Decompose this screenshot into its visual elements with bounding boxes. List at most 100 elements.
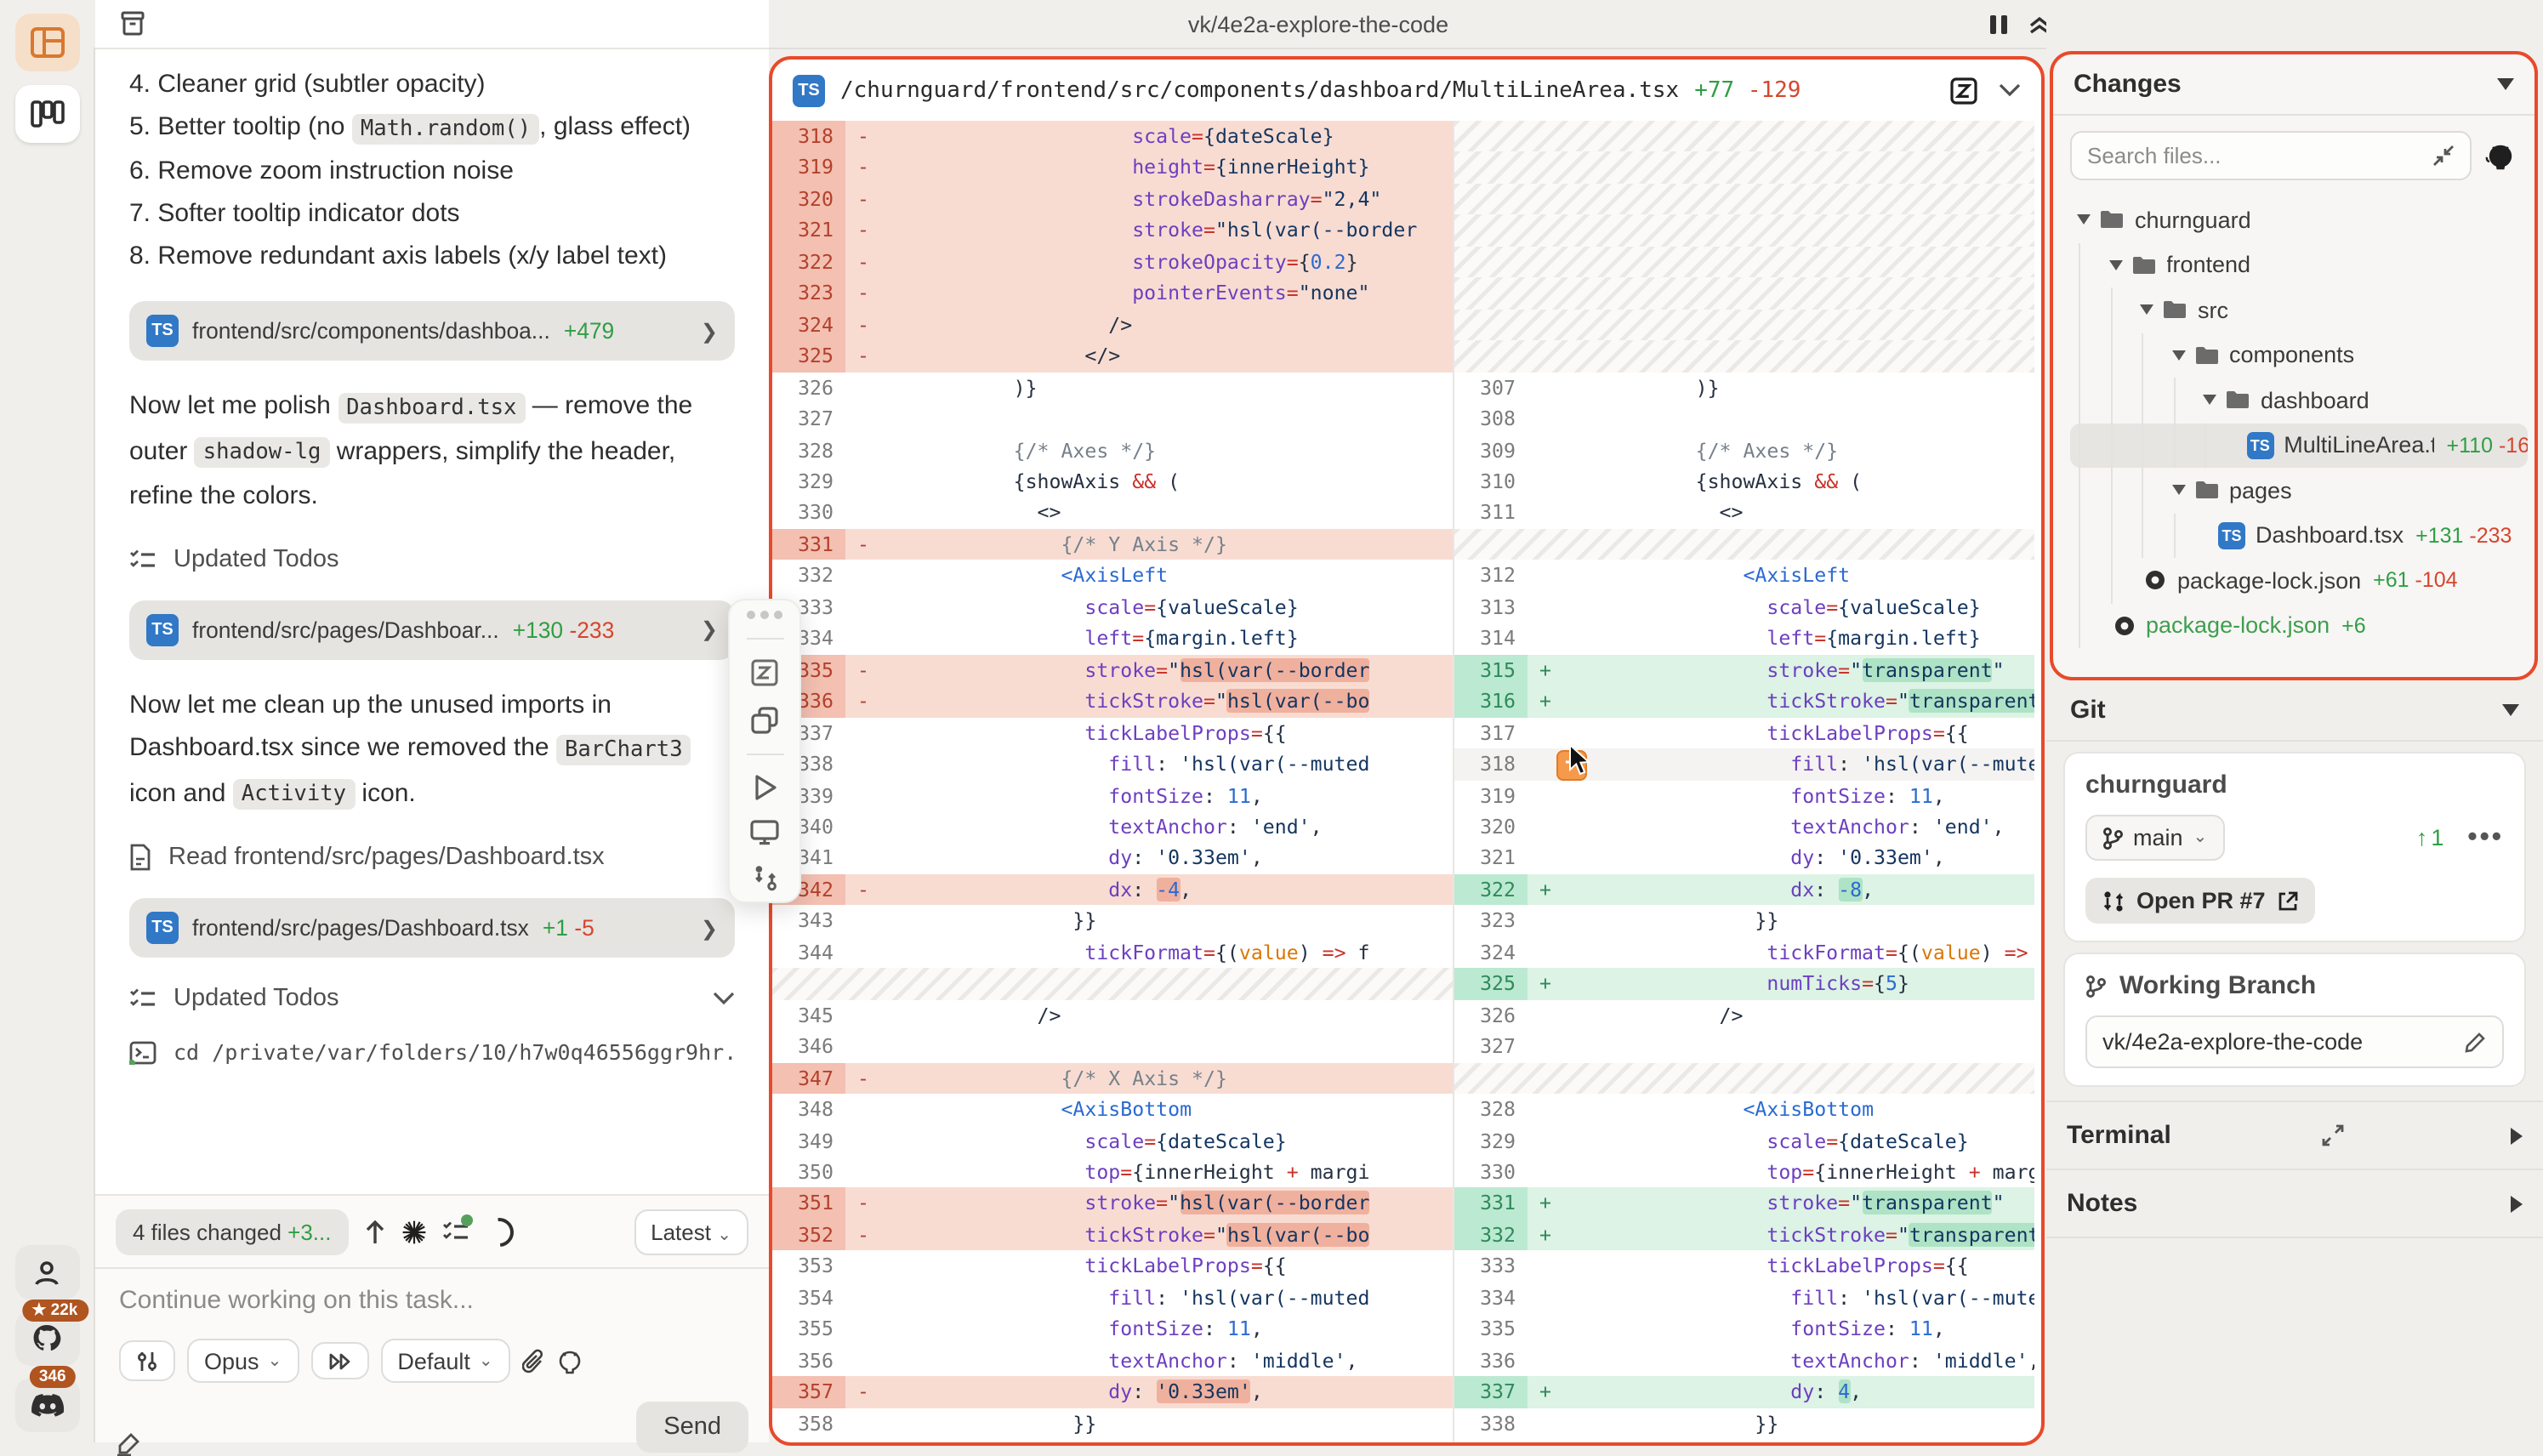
files-changed-chip[interactable]: 4 files changed +3...: [116, 1209, 349, 1254]
caret-down-icon[interactable]: [2171, 350, 2185, 361]
diff-new-line: [1454, 278, 2034, 310]
tool-call-row[interactable]: Read frontend/src/pages/Dashboard.tsx: [129, 844, 735, 871]
rail-item-account[interactable]: [14, 1245, 79, 1300]
chat-transcript[interactable]: 4. Cleaner grid (subtler opacity)5. Bett…: [95, 49, 769, 1196]
pause-icon[interactable]: [1988, 13, 2009, 35]
tree-item-frontend[interactable]: frontend: [2070, 242, 2528, 287]
tree-item-src[interactable]: src: [2070, 287, 2528, 333]
file-search-input[interactable]: Search files...: [2070, 131, 2472, 180]
diff-file-path: /churnguard/frontend/src/components/dash…: [840, 77, 1679, 103]
tree-item-dashboard-tsx[interactable]: TSDashboard.tsx+131 -233: [2070, 513, 2528, 558]
line-number: 311: [1454, 498, 1528, 529]
github-cat-icon[interactable]: [2485, 141, 2517, 170]
changes-header[interactable]: Changes: [2053, 54, 2534, 114]
branch-selector[interactable]: main ⌄: [2085, 815, 2224, 861]
file-name: churnguard: [2135, 208, 2251, 233]
working-branch-input[interactable]: vk/4e2a-explore-the-code: [2085, 1015, 2504, 1068]
burst-icon[interactable]: [401, 1219, 427, 1244]
file-change-chip[interactable]: TSfrontend/src/pages/Dashboar...+130 -23…: [129, 600, 735, 659]
caret-down-icon[interactable]: [2108, 260, 2122, 270]
search-placeholder: Search files...: [2087, 143, 2432, 168]
tool-call-row[interactable]: Updated Todos: [129, 545, 735, 572]
change-marker: -: [845, 121, 895, 152]
tree-item-components[interactable]: components: [2070, 333, 2528, 378]
rail-item-layout-active[interactable]: [14, 14, 79, 71]
caret-down-icon[interactable]: [2171, 486, 2185, 496]
diff-new-line: 315+ stroke="transparent": [1454, 654, 2034, 685]
caret-down-icon[interactable]: [2140, 305, 2153, 316]
code-text: left={margin.left}: [1577, 623, 2034, 655]
line-number: 335: [1454, 1313, 1528, 1345]
mode-selector[interactable]: Default ⌄: [380, 1339, 509, 1383]
code-text: tickLabelProps={{: [895, 717, 1453, 748]
terminal-section-header[interactable]: Terminal: [2046, 1101, 2543, 1169]
diff-old-line: 340 textAnchor: 'end',: [772, 811, 1454, 843]
todo-status-icon[interactable]: [442, 1220, 469, 1243]
code-text: textAnchor: 'end',: [895, 811, 1453, 843]
tree-item-dashboard[interactable]: dashboard: [2070, 378, 2528, 423]
play-icon[interactable]: [751, 774, 778, 801]
code-text: )}: [895, 372, 1453, 403]
caret-down-icon[interactable]: [2077, 215, 2091, 225]
file-change-chip[interactable]: TSfrontend/src/components/dashboa...+479…: [129, 301, 735, 361]
line-number: 352: [772, 1220, 845, 1251]
line-number: 347: [772, 1062, 845, 1094]
github-stars-badge: ★ 22k: [21, 1300, 88, 1322]
edit-pencil-icon[interactable]: [2463, 1030, 2487, 1054]
diff-mode-icon[interactable]: [1949, 76, 1978, 105]
collapse-tree-icon[interactable]: [2432, 145, 2455, 167]
code-text: [1577, 403, 2034, 435]
tree-item-package-lock-json[interactable]: package-lock.json+6: [2070, 603, 2528, 648]
expand-icon[interactable]: [2321, 1124, 2343, 1146]
diff-old-line: 328 {/* Axes */}: [772, 435, 1454, 466]
version-dropdown[interactable]: Latest ⌄: [634, 1209, 748, 1254]
scroll-up-icon[interactable]: [364, 1219, 386, 1244]
line-number: 349: [772, 1125, 845, 1157]
json-file-icon: [2112, 614, 2146, 638]
diff-new-line: 339 tickFormat={(value) => f: [1454, 1439, 2034, 1446]
inline-code-chip: BarChart3: [556, 734, 691, 765]
composer-settings-button[interactable]: [119, 1340, 175, 1381]
monitor-icon[interactable]: [750, 820, 779, 845]
git-section-header[interactable]: Git: [2046, 680, 2543, 740]
tool-call-row[interactable]: cd /private/var/folders/10/h7w0q46556ggr…: [129, 1039, 735, 1065]
tree-item-churnguard[interactable]: churnguard: [2070, 197, 2528, 242]
chevron-down-icon[interactable]: [713, 992, 735, 1005]
chevron-down-icon[interactable]: [1999, 83, 2021, 97]
copy-icon[interactable]: [750, 706, 779, 735]
rail-item-discord[interactable]: 346: [14, 1378, 79, 1432]
commits-ahead[interactable]: ↑1: [2416, 825, 2444, 850]
send-button[interactable]: Send: [636, 1402, 748, 1453]
git-compare-icon[interactable]: [753, 864, 777, 891]
notes-section-header[interactable]: Notes: [2046, 1169, 2543, 1237]
changed-files-tree[interactable]: churnguard frontendsrccomponentsdashboard…: [2053, 187, 2534, 648]
attach-paperclip-icon[interactable]: [522, 1348, 544, 1374]
tool-call-row[interactable]: Updated Todos: [129, 985, 735, 1012]
diff-split-view[interactable]: 318- scale={dateScale}319- height={inner…: [772, 121, 2041, 1442]
model-selector[interactable]: Opus ⌄: [187, 1339, 299, 1383]
tree-item-pages[interactable]: pages: [2070, 468, 2528, 513]
code-text: dx: -4,: [895, 874, 1453, 906]
github-connect-icon[interactable]: [556, 1348, 583, 1374]
chevron-right-icon[interactable]: ❯: [701, 319, 718, 343]
fast-forward-button[interactable]: [310, 1342, 368, 1379]
drag-handle-icon[interactable]: [747, 611, 782, 619]
file-change-chip[interactable]: TSfrontend/src/pages/Dashboard.tsx+1 -5❯: [129, 898, 735, 958]
diff-row: 325- </>: [772, 340, 2041, 372]
tree-item-multilinearea-tsx[interactable]: TSMultiLineArea.tsx+110 -162: [2070, 423, 2528, 468]
chevron-right-icon[interactable]: ❯: [701, 617, 718, 641]
rail-item-github[interactable]: ★ 22k: [14, 1311, 79, 1366]
open-pr-button[interactable]: Open PR #7: [2085, 878, 2315, 924]
chevron-right-icon[interactable]: ❯: [701, 916, 718, 940]
diff-view-icon[interactable]: [750, 658, 779, 687]
composer-input[interactable]: Continue working on this task...: [119, 1286, 745, 1315]
line-number: 313: [1454, 592, 1528, 623]
tree-item-package-lock-json[interactable]: package-lock.json+61 -104: [2070, 558, 2528, 603]
rail-item-board[interactable]: [14, 85, 79, 143]
diff-old-line: 326 )}: [772, 372, 1454, 403]
highlighter-pen-icon[interactable]: [116, 1432, 143, 1456]
repo-menu-button[interactable]: •••: [2467, 822, 2504, 853]
caret-down-icon[interactable]: [2203, 395, 2216, 406]
archive-box-icon[interactable]: [119, 10, 146, 37]
layout-panels-icon: [30, 27, 64, 58]
